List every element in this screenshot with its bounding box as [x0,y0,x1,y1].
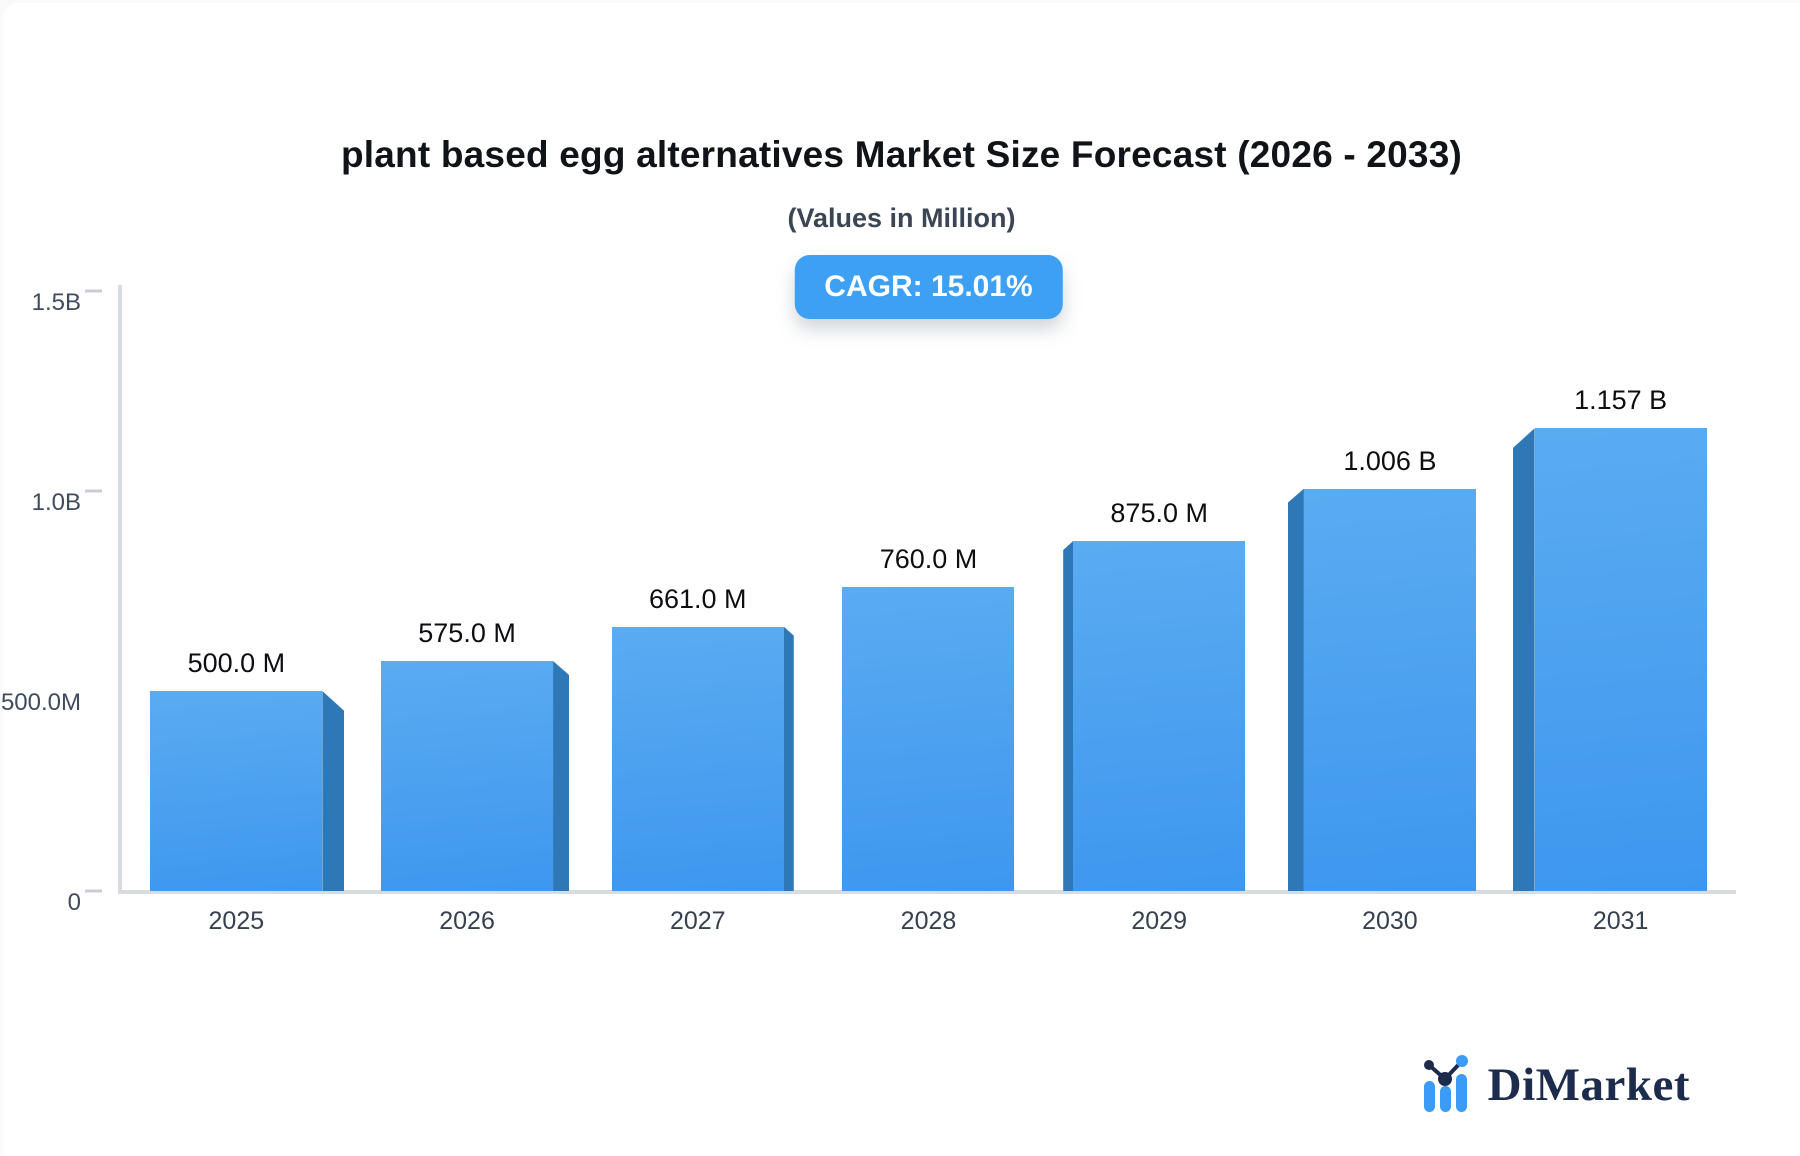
y-tick-dash [85,889,102,893]
bar-slot: 760.0 M 2028 [813,291,1044,935]
x-tick-label: 2029 [1131,907,1187,935]
x-tick-label: 2031 [1592,907,1649,935]
bar-slot: 575.0 M 2026 [352,291,583,935]
bar [1073,541,1246,891]
bar-value-label: 875.0 M [1110,498,1208,528]
chart-card: plant based egg alternatives Market Size… [1,3,1800,1156]
bar-slot: 500.0 M 2025 [121,291,352,935]
chart-title: plant based egg alternatives Market Size… [340,134,1462,175]
y-tick-label: 1.5B [31,289,81,316]
bar-side-face [553,661,570,891]
bar-slot: 1.006 B 2030 [1275,291,1506,935]
x-tick-label: 2030 [1362,907,1418,935]
x-tick-label: 2027 [669,907,726,935]
bar [150,691,323,891]
dimarket-logo: DiMarket [1416,1054,1690,1116]
bar-value-label: 760.0 M [879,544,978,574]
bar [611,626,784,891]
bar-value-label: 500.0 M [187,648,286,678]
y-tick-label: 1.0B [31,489,81,516]
plot-area: CAGR: 15.01% 0 500.0M 1.0B 1.5B 500.0 M 2025 5… [1,255,1736,935]
cagr-badge: CAGR: 15.01% [794,255,1063,319]
bar-value-label: 1.157 B [1574,385,1668,416]
chart-subtitle: (Values in Million) [787,203,1016,233]
bar-side-face [322,691,345,891]
y-axis-line [118,285,122,891]
bar-slot: 875.0 M 2029 [1044,291,1275,935]
bar-slot: 1.157 B 2031 [1505,291,1736,935]
bar-side-face [1512,428,1535,891]
bar [381,661,554,891]
bar-chart-trend-icon [1423,1055,1468,1112]
bar-slot: 661.0 M 2027 [582,291,813,935]
y-tick-label: 500.0M [0,689,81,716]
bar [842,587,1015,891]
y-tick-dash [85,489,102,493]
bar [1534,428,1707,891]
bar [1303,488,1476,891]
bar-side-face [783,626,794,891]
bar-value-label: 1.006 B [1343,445,1437,476]
logo-wordmark: DiMarket [1487,1059,1690,1111]
x-tick-label: 2028 [900,907,957,935]
bar-side-face [1063,541,1074,891]
y-tick-label: 0 [67,889,81,916]
y-tick-dash [85,289,102,293]
x-tick-label: 2025 [208,907,265,935]
bar-side-face [1287,488,1304,891]
x-axis-line [118,890,1736,894]
bar-value-label: 575.0 M [418,618,516,648]
bar-value-label: 661.0 M [648,583,747,614]
x-tick-label: 2026 [439,907,495,935]
